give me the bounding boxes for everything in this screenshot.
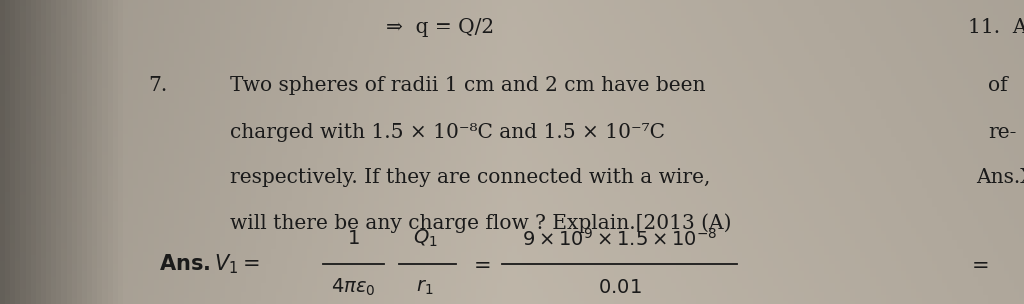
Text: 7.: 7. — [148, 76, 168, 95]
Text: re-: re- — [988, 123, 1017, 142]
Text: charged with 1.5 × 10⁻⁸C and 1.5 × 10⁻⁷C: charged with 1.5 × 10⁻⁸C and 1.5 × 10⁻⁷C — [230, 123, 666, 142]
Text: 11.  A: 11. A — [968, 18, 1024, 37]
Text: $\mathbf{Ans.}V_1=$: $\mathbf{Ans.}V_1=$ — [159, 253, 260, 276]
Text: will there be any charge flow ? Explain.[2013 (A): will there be any charge flow ? Explain.… — [230, 214, 732, 233]
Text: $9\times10^9\times1.5\times10^{-8}$: $9\times10^9\times1.5\times10^{-8}$ — [522, 228, 717, 250]
Text: ⇒  q = Q/2: ⇒ q = Q/2 — [386, 18, 495, 37]
Text: $4\pi\varepsilon_0$: $4\pi\varepsilon_0$ — [331, 277, 376, 298]
Text: $=$: $=$ — [469, 254, 489, 275]
Text: respectively. If they are connected with a wire,: respectively. If they are connected with… — [230, 168, 711, 187]
Text: Ans.X: Ans.X — [976, 168, 1024, 187]
Text: $1$: $1$ — [347, 229, 359, 248]
Text: Two spheres of radii 1 cm and 2 cm have been: Two spheres of radii 1 cm and 2 cm have … — [230, 76, 706, 95]
Text: of: of — [988, 76, 1008, 95]
Text: $Q_1$: $Q_1$ — [413, 228, 437, 249]
Text: $0.01$: $0.01$ — [598, 278, 641, 297]
Text: $r_1$: $r_1$ — [417, 278, 433, 297]
Text: $=$: $=$ — [968, 254, 988, 275]
